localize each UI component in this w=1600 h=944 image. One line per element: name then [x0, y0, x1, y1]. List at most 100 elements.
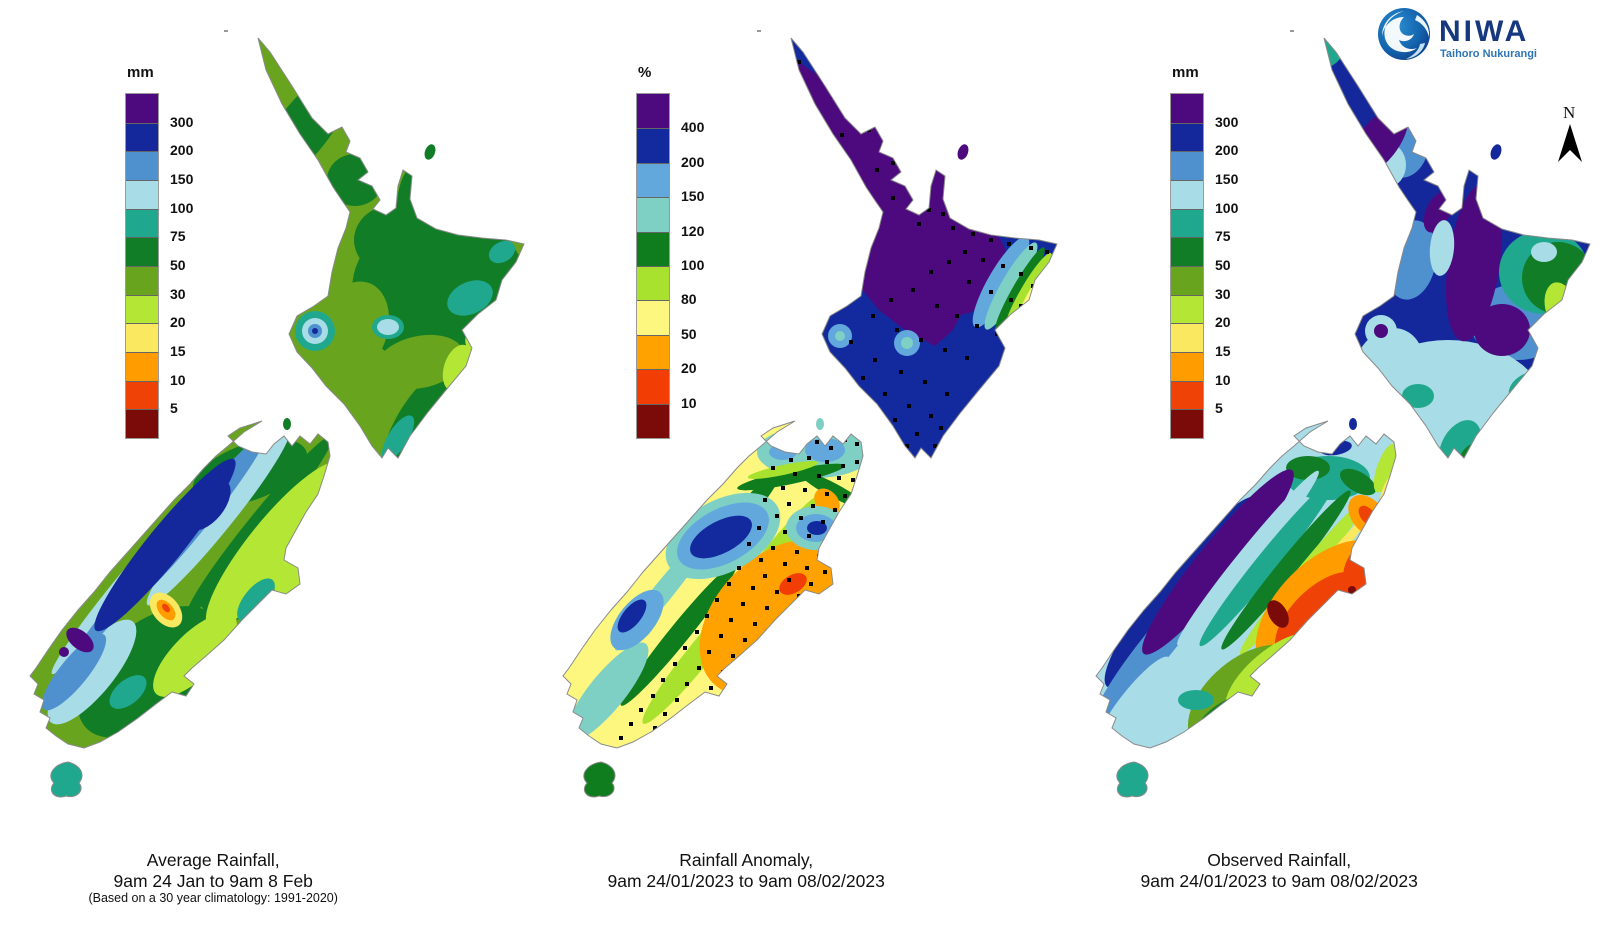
niwa-logo-text: NIWA [1439, 15, 1529, 48]
caption-line2: 9am 24/01/2023 to 9am 08/02/2023 [607, 870, 885, 891]
legend-chip [1171, 380, 1203, 410]
legend-chip [1171, 409, 1203, 438]
legend-chip [126, 237, 158, 266]
station-dots-north [797, 60, 1049, 456]
caption-line3: (Based on a 30 year climatology: 1991-20… [88, 891, 338, 906]
legend-chip [637, 94, 669, 129]
legend-value: 50 [170, 257, 186, 273]
legend-value: 100 [170, 199, 194, 216]
legend-value: 100 [681, 257, 705, 273]
legend-chip [637, 369, 669, 404]
south-island-fill [563, 421, 863, 748]
legend-chip [1171, 265, 1203, 295]
caption-line2: 9am 24 Jan to 9am 8 Feb [113, 870, 313, 891]
legend-chip [126, 151, 158, 180]
legend-chip [126, 265, 158, 295]
map-average-rainfall [29, 30, 525, 798]
caption-line2: 9am 24/01/2023 to 9am 08/02/2023 [1140, 870, 1418, 891]
legend-value: 30 [1215, 285, 1231, 302]
legend-chip [126, 409, 158, 438]
panel-rainfall-anomaly: % 400 200 150 120 100 80 50 20 10 Rainfall Anoma… [533, 0, 1066, 944]
panel-average-rainfall: mm 300 200 150 100 75 50 30 20 15 10 5 Average Rai… [0, 0, 533, 944]
legend-chip [637, 265, 669, 301]
legend-chip [126, 94, 158, 123]
legend-colorbar: 400 200 150 120 100 80 50 20 10 [636, 93, 704, 439]
legend-value: 50 [681, 325, 697, 342]
legend-value: 300 [1215, 113, 1239, 130]
legend-chip [126, 294, 158, 324]
legend-value: 15 [170, 343, 186, 359]
legend-chip [126, 380, 158, 410]
caption-line1: Rainfall Anomaly, [679, 850, 814, 870]
legend-title: mm [127, 64, 154, 81]
legend-value: 20 [170, 314, 186, 331]
legend-value: 5 [170, 400, 178, 417]
legend-chip [637, 334, 669, 370]
legend-chip [1171, 294, 1203, 324]
legend-value: 75 [170, 228, 186, 245]
legend-chip [637, 231, 669, 266]
niwa-logo-tagline: Taihoro Nukurangi [1440, 48, 1537, 60]
legend-chip [1171, 179, 1203, 209]
legend-value: 120 [681, 222, 705, 239]
caption-rainfall-anomaly: Rainfall Anomaly, 9am 24/01/2023 to 9am … [533, 850, 959, 891]
taranaki-bullseye [1365, 315, 1397, 347]
legend-value: 20 [681, 360, 697, 377]
north-island-fill [1324, 38, 1590, 458]
legend-value: 80 [681, 291, 697, 308]
legend-title: mm [1172, 64, 1199, 81]
caption-observed-rainfall: Observed Rainfall, 9am 24/01/2023 to 9am… [1066, 850, 1492, 891]
legend-value: 100 [1215, 199, 1239, 216]
legend-chip [1171, 351, 1203, 381]
legend-chip [637, 128, 669, 163]
north-island-fill [258, 38, 524, 458]
map-observed-rainfall: N [1095, 30, 1591, 798]
niwa-globe-icon [1378, 8, 1430, 60]
caption-line1: Observed Rainfall, [1207, 850, 1352, 870]
south-island-fill [1096, 421, 1396, 748]
legend-value: 10 [1215, 371, 1231, 388]
legend-colorbar: 300 200 150 100 75 50 30 20 15 10 5 [1170, 93, 1238, 439]
legend-title: % [638, 64, 652, 81]
legend-chip [1171, 323, 1203, 352]
legend-chip [1171, 208, 1203, 238]
legend-average-rainfall: mm 300 200 150 100 75 50 30 20 15 10 5 [125, 64, 245, 439]
taranaki-bullseye [295, 311, 335, 351]
north-arrow-label: N [1563, 103, 1575, 122]
legend-chip [1171, 237, 1203, 266]
legend-chip [126, 323, 158, 352]
legend-colorbar: 300 200 150 100 75 50 30 20 15 10 5 [125, 93, 193, 439]
legend-value: 400 [681, 119, 705, 136]
legend-chip [637, 403, 669, 438]
legend-chip [637, 197, 669, 232]
legend-chip [1171, 122, 1203, 152]
legend-value: 300 [170, 113, 194, 130]
legend-chip [126, 208, 158, 238]
legend-value: 20 [1215, 314, 1231, 331]
kaikoura-anomaly-bullseye [786, 506, 846, 550]
legend-chip [126, 351, 158, 381]
legend-value: 50 [1215, 257, 1231, 273]
legend-value: 150 [681, 188, 705, 205]
legend-rainfall-anomaly: % 400 200 150 120 100 80 50 20 10 [636, 64, 756, 439]
legend-value: 150 [1215, 171, 1239, 187]
legend-value: 150 [170, 171, 194, 187]
legend-value: 15 [1215, 343, 1231, 359]
legend-chip [126, 122, 158, 152]
map-rainfall-anomaly [562, 30, 1058, 798]
legend-value: 5 [1215, 400, 1223, 417]
niwa-logo: NIWA Taihoro Nukurangi [1373, 4, 1553, 64]
legend-chip [637, 300, 669, 335]
panel-observed-rainfall: N mm 300 200 150 100 75 50 30 20 15 10 5 Observed … [1066, 0, 1599, 944]
legend-value: 200 [170, 142, 194, 159]
caption-average-rainfall: Average Rainfall, 9am 24 Jan to 9am 8 Fe… [0, 850, 426, 907]
north-arrow: N [1558, 103, 1582, 162]
legend-chip [637, 162, 669, 198]
legend-observed-rainfall: mm 300 200 150 100 75 50 30 20 15 10 5 [1170, 64, 1290, 439]
north-arrow-icon [1558, 124, 1582, 162]
legend-value: 200 [681, 153, 705, 170]
caption-line1: Average Rainfall, [146, 850, 280, 870]
legend-value: 200 [1215, 142, 1239, 159]
legend-chip [1171, 151, 1203, 180]
